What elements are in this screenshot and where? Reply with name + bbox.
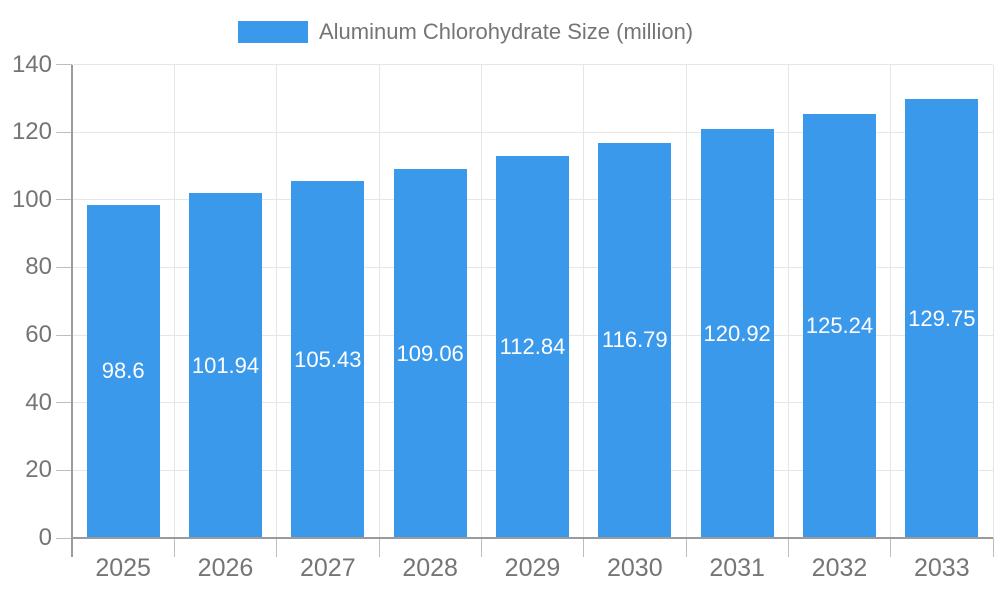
bar-value-label: 116.79	[602, 327, 668, 353]
chart-legend[interactable]: Aluminum Chlorohydrate Size (million)	[238, 20, 693, 44]
y-tick-mark	[56, 402, 72, 404]
x-tick-mark	[378, 538, 380, 557]
x-tick-mark	[583, 538, 585, 557]
x-tick-mark	[480, 538, 482, 557]
x-tick-mark	[890, 538, 892, 557]
y-gridline	[72, 64, 993, 65]
bar-value-label: 109.06	[396, 340, 464, 366]
x-tick-mark	[685, 538, 687, 557]
x-gridline	[685, 64, 687, 538]
x-gridline	[992, 64, 994, 538]
bar-2029[interactable]	[496, 156, 569, 538]
x-tick-mark	[276, 538, 278, 557]
legend-swatch-icon	[238, 21, 308, 43]
y-tick-label: 100	[11, 185, 52, 213]
y-tick-mark	[56, 266, 72, 268]
bar-2025[interactable]	[86, 204, 160, 538]
bar-value-label: 98.6	[101, 358, 145, 384]
bar-2027[interactable]	[291, 181, 365, 538]
y-tick-label: 20	[25, 456, 52, 484]
x-tick-mark	[787, 538, 789, 557]
bar-value-label: 129.75	[908, 305, 976, 331]
bar-2031[interactable]	[700, 129, 774, 538]
y-tick-mark	[56, 199, 72, 201]
x-gridline	[173, 64, 175, 538]
y-tick-mark	[56, 334, 72, 336]
x-tick-label: 2033	[914, 554, 970, 582]
y-tick-label: 0	[38, 524, 52, 551]
bar-value-label: 120.92	[703, 320, 771, 346]
legend-label: Aluminum Chlorohydrate Size (million)	[319, 19, 694, 44]
x-axis-line	[72, 537, 993, 539]
bar-2026[interactable]	[189, 193, 262, 538]
y-gridline	[72, 131, 993, 133]
x-tick-label: 2032	[811, 554, 868, 582]
x-tick-label: 2030	[607, 554, 663, 582]
bar-value-label: 101.94	[191, 352, 260, 378]
x-tick-label: 2029	[504, 554, 561, 582]
x-tick-label: 2025	[95, 554, 151, 582]
y-tick-label: 140	[11, 50, 52, 78]
bar-value-label: 125.24	[805, 313, 874, 339]
bar-2033[interactable]	[905, 99, 979, 538]
x-tick-label: 2028	[402, 554, 458, 582]
bar-2032[interactable]	[803, 114, 876, 538]
x-tick-label: 2027	[300, 554, 356, 582]
x-tick-label: 2026	[197, 554, 254, 582]
y-tick-label: 40	[25, 388, 52, 416]
x-gridline	[480, 64, 482, 538]
x-tick-mark	[173, 538, 175, 557]
x-tick-mark	[992, 538, 994, 557]
y-tick-label: 120	[11, 118, 52, 146]
y-tick-label: 80	[25, 253, 52, 281]
x-gridline	[378, 64, 380, 538]
x-gridline	[583, 64, 585, 538]
bar-2030[interactable]	[598, 142, 672, 538]
x-gridline	[276, 64, 278, 538]
y-tick-mark	[56, 64, 72, 65]
y-tick-mark	[56, 469, 72, 471]
x-gridline	[787, 64, 789, 538]
x-tick-label: 2031	[709, 554, 765, 582]
bar-value-label: 105.43	[294, 346, 362, 372]
x-gridline	[890, 64, 892, 538]
y-tick-mark	[56, 537, 72, 539]
y-axis-line	[71, 64, 73, 557]
bar-2028[interactable]	[393, 169, 467, 538]
bar-value-label: 112.84	[499, 334, 566, 360]
y-tick-mark	[56, 131, 72, 133]
y-tick-label: 60	[25, 321, 52, 349]
